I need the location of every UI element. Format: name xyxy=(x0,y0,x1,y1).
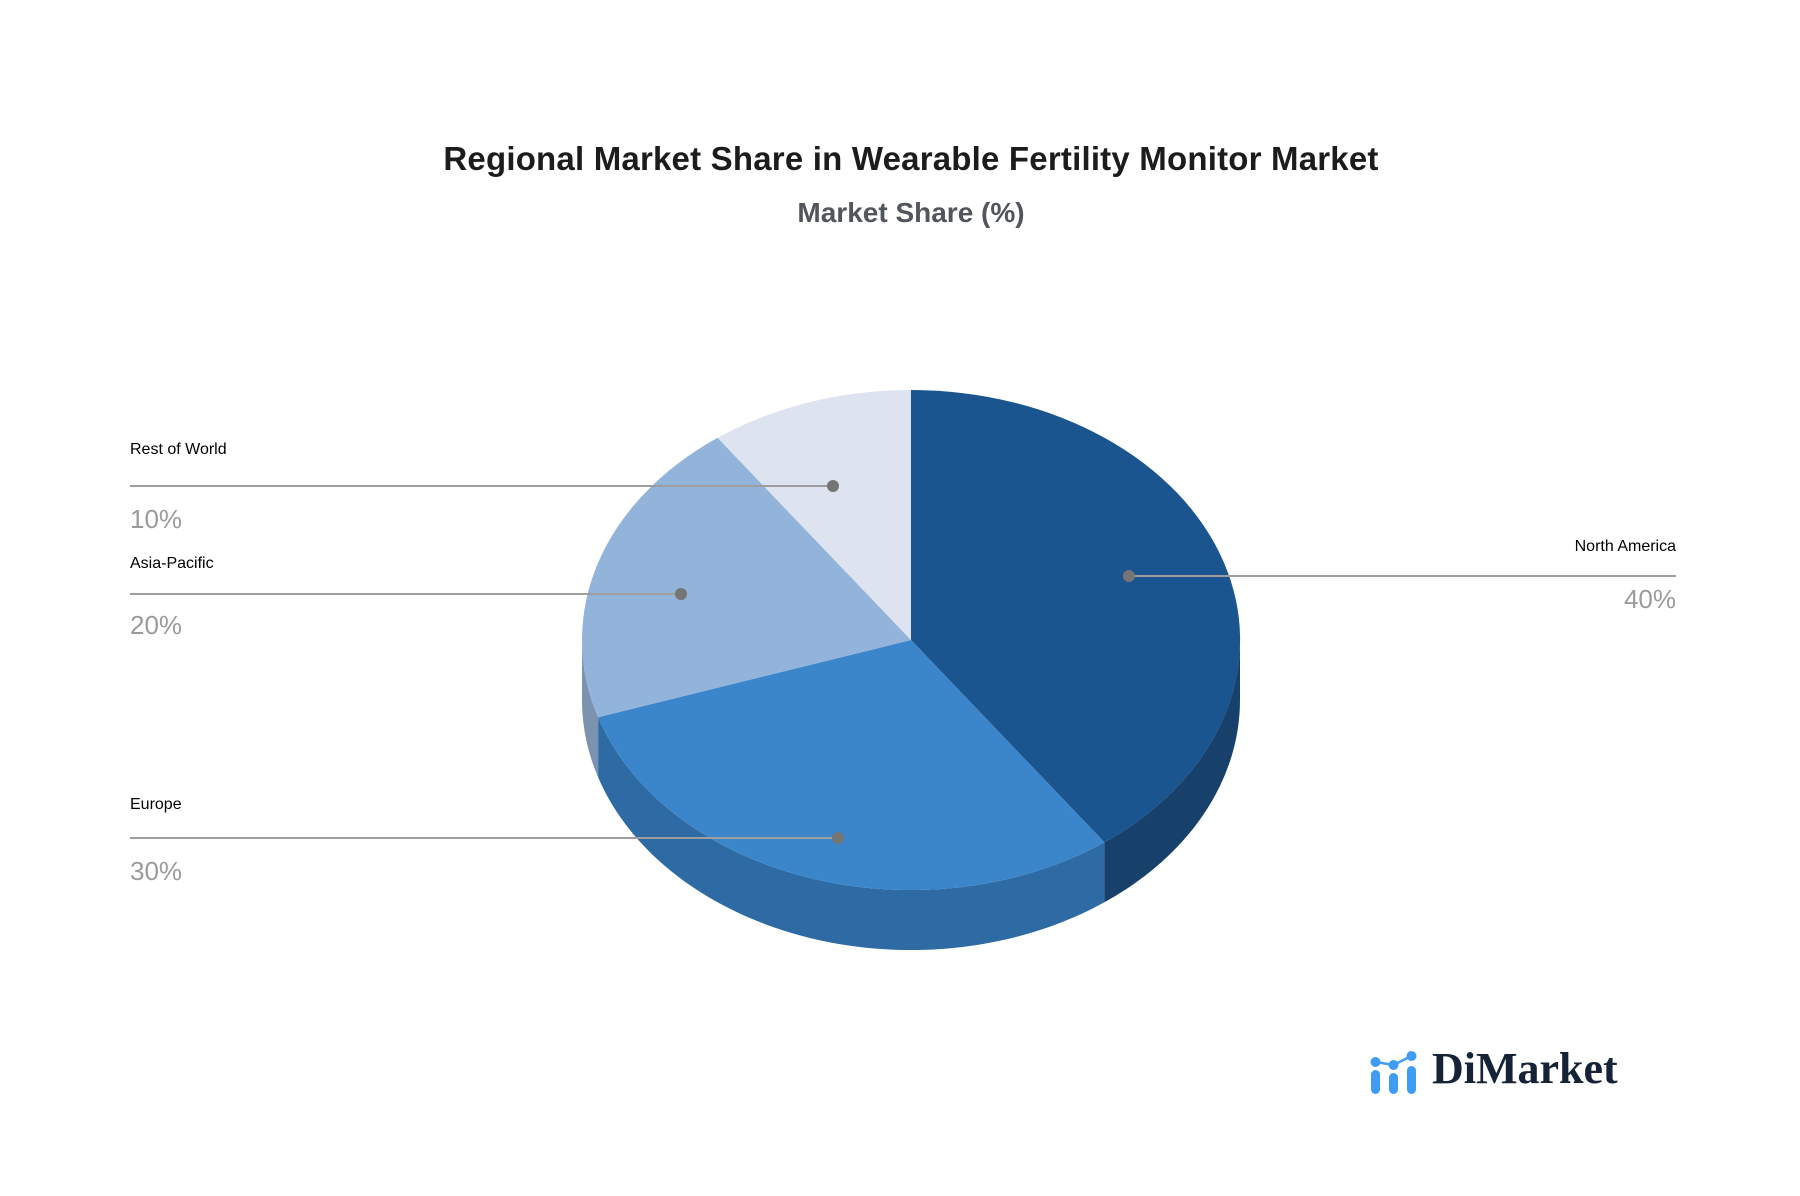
pie-slice-europe[interactable] xyxy=(598,640,1105,891)
pie-label-rest-of-world: Rest of World xyxy=(130,441,227,458)
leader-dot-rest-of-world xyxy=(827,480,839,492)
pie-label-europe: Europe xyxy=(130,796,182,813)
bar-line-chart-icon xyxy=(1370,1051,1417,1094)
pie-value-rest-of-world: 10% xyxy=(130,504,183,534)
chart-subtitle: Market Share (%) xyxy=(797,197,1025,228)
pie-depth-north-america xyxy=(1104,640,1240,903)
pie-label-north-america: North America xyxy=(1574,538,1676,555)
leader-dot-europe xyxy=(832,832,844,844)
pie-slice-north-america[interactable] xyxy=(911,389,1241,843)
leader-dot-asia-pacific xyxy=(675,588,687,600)
brand-logo[interactable]: DiMarket xyxy=(1368,1040,1618,1096)
leader-dot-north-america xyxy=(1123,570,1135,582)
pie-value-north-america: 40% xyxy=(1623,584,1676,614)
pie-value-asia-pacific: 20% xyxy=(130,610,183,640)
pie-depth-asia-pacific xyxy=(581,640,599,778)
pie-slice-rest-of-world[interactable] xyxy=(717,390,911,640)
pie-value-europe: 30% xyxy=(130,856,183,886)
pie-depth-europe xyxy=(598,717,1105,951)
pie-label-asia-pacific: Asia-Pacific xyxy=(130,555,214,572)
leader-lines xyxy=(130,480,1676,844)
chart-title: Regional Market Share in Wearable Fertil… xyxy=(443,140,1379,177)
brand-name: DiMarket xyxy=(1432,1043,1618,1093)
pie-slice-asia-pacific[interactable] xyxy=(581,437,911,718)
